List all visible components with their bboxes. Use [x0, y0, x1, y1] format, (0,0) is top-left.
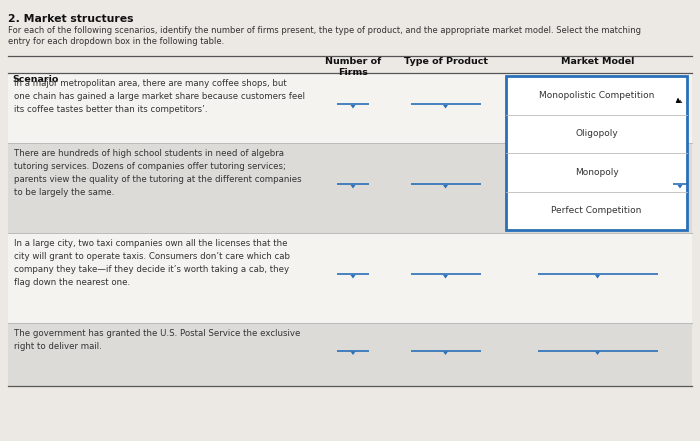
Text: The government has granted the U.S. Postal Service the exclusive
right to delive: The government has granted the U.S. Post… — [14, 329, 300, 351]
Polygon shape — [443, 275, 448, 279]
FancyBboxPatch shape — [506, 76, 687, 230]
Polygon shape — [595, 275, 600, 279]
FancyBboxPatch shape — [8, 143, 692, 233]
Polygon shape — [443, 105, 448, 108]
Text: Monopoly: Monopoly — [575, 168, 618, 177]
Text: Type of Product: Type of Product — [403, 57, 487, 66]
Text: There are hundreds of high school students in need of algebra
tutoring services.: There are hundreds of high school studen… — [14, 149, 302, 197]
FancyBboxPatch shape — [8, 56, 692, 73]
Text: 2. Market structures: 2. Market structures — [8, 14, 134, 24]
Text: In a major metropolitan area, there are many coffee shops, but
one chain has gai: In a major metropolitan area, there are … — [14, 79, 305, 114]
Polygon shape — [678, 185, 682, 188]
Text: In a large city, two taxi companies own all the licenses that the
city will gran: In a large city, two taxi companies own … — [14, 239, 290, 287]
Polygon shape — [351, 275, 356, 279]
Polygon shape — [595, 351, 600, 355]
Text: Monopolistic Competition: Monopolistic Competition — [539, 91, 654, 100]
FancyBboxPatch shape — [8, 233, 692, 323]
Polygon shape — [351, 105, 356, 108]
Text: Perfect Competition: Perfect Competition — [552, 206, 642, 215]
Text: Market Model: Market Model — [561, 57, 634, 66]
Polygon shape — [443, 185, 448, 188]
Polygon shape — [678, 100, 682, 103]
Polygon shape — [443, 351, 448, 355]
Text: Oligopoly: Oligopoly — [575, 129, 618, 138]
Text: entry for each dropdown box in the following table.: entry for each dropdown box in the follo… — [8, 37, 224, 46]
Text: Scenario: Scenario — [12, 75, 58, 84]
Polygon shape — [351, 185, 356, 188]
FancyBboxPatch shape — [8, 73, 692, 143]
Text: For each of the following scenarios, identify the number of firms present, the t: For each of the following scenarios, ide… — [8, 26, 641, 35]
Text: Number of
Firms: Number of Firms — [325, 57, 381, 77]
FancyBboxPatch shape — [8, 323, 692, 386]
Polygon shape — [351, 351, 356, 355]
